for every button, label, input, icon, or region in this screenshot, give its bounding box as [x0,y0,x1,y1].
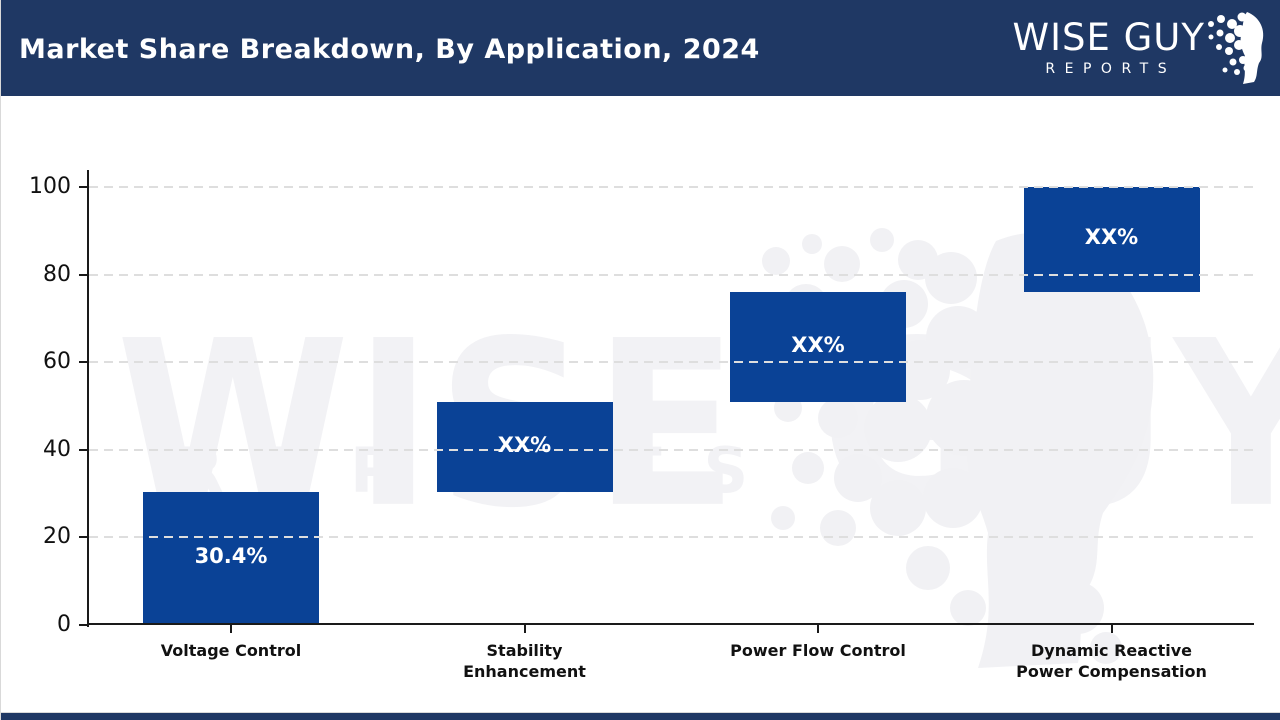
x-tick-dynamic-reactive-power-compensation [1110,625,1113,633]
x-tick-stability-enhancement [523,625,526,633]
x-axis-line [87,623,1254,625]
x-tick-power-flow-control [817,625,819,633]
y-tick-100 [79,186,87,188]
brand-name: WISE GUY [1012,16,1205,59]
y-tick-label-20: 20 [43,524,71,550]
bar-value-label-voltage-control: 30.4% [194,544,268,569]
plot-area: 0 20 40 60 80 100 30.4% Voltage Control XX% Stabi… [29,170,1254,681]
bar-stability-enhancement [436,402,613,492]
brand-text: WISE GUY REPORTS [1013,16,1205,77]
y-axis-line [87,170,89,627]
x-tick-voltage-control [230,625,232,633]
gridline-20 [89,536,1254,539]
x-tick-label-dynamic-reactive-power-compensation: Dynamic Reactive Power Compensation [1016,641,1207,681]
y-tick-label-60: 60 [43,349,71,375]
gridline-60 [89,361,1254,364]
wiseguy-head-icon [1208,12,1264,84]
y-tick-80 [79,273,87,276]
brand-sub: REPORTS [1045,61,1177,77]
bar-voltage-control [143,491,319,625]
x-tick-label-voltage-control: Voltage Control [160,641,302,660]
bar-power-flow-control [730,291,906,403]
y-tick-60 [79,361,87,364]
footer-bar [1,713,1280,720]
y-tick-label-0: 0 [57,612,71,637]
y-tick-label-40: 40 [43,436,71,462]
bar-value-label-stability-enhancement: XX% [497,433,552,458]
x-tick-label-stability-enhancement: Stability Enhancement [463,641,586,681]
bar-value-label-dynamic-reactive-power-compensation: XX% [1084,225,1139,250]
chart-region: WISE GUY REPORTS 02040608010030.4%Voltag… [1,96,1280,713]
y-tick-0 [79,624,87,626]
brand-logo: WISE GUY REPORTS [1007,6,1267,90]
y-tick-40 [79,448,87,451]
y-tick-label-80: 80 [43,261,71,287]
y-tick-20 [79,536,87,539]
header-bar: Market Share Breakdown, By Application, … [1,0,1280,96]
gridline-40 [89,448,1254,451]
bottom-border [1,712,1280,713]
gridline-100 [89,186,1254,188]
x-tick-label-power-flow-control: Power Flow Control [730,641,906,660]
y-tick-label-100: 100 [29,174,71,199]
gridline-80 [89,273,1254,276]
page-title: Market Share Breakdown, By Application, … [19,34,760,65]
bar-value-label-power-flow-control: XX% [791,333,845,358]
